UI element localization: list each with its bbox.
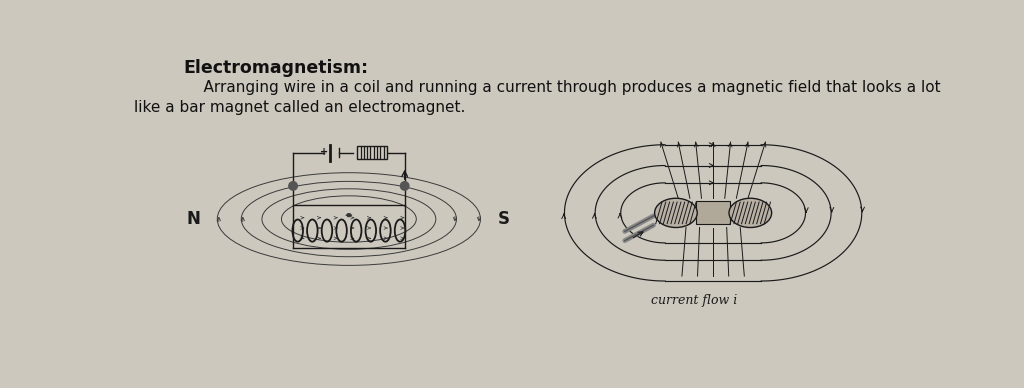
Circle shape (400, 182, 409, 190)
Text: S: S (498, 210, 510, 228)
Circle shape (289, 182, 297, 190)
Text: Arranging wire in a coil and running a current through produces a magnetic field: Arranging wire in a coil and running a c… (183, 80, 940, 95)
Text: N: N (187, 210, 201, 228)
Ellipse shape (654, 198, 697, 227)
FancyBboxPatch shape (696, 201, 730, 224)
Text: like a bar magnet called an electromagnet.: like a bar magnet called an electromagne… (134, 100, 466, 116)
FancyBboxPatch shape (357, 146, 387, 159)
Text: Electromagnetism:: Electromagnetism: (183, 59, 369, 77)
Text: +: + (321, 147, 328, 157)
Ellipse shape (729, 198, 772, 227)
Text: current flow i: current flow i (651, 294, 737, 307)
